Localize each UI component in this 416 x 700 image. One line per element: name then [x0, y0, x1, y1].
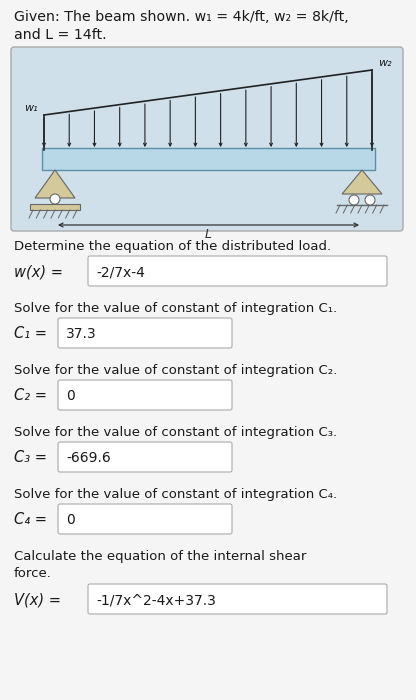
Text: V(x) =: V(x) =: [14, 592, 61, 608]
Text: Solve for the value of constant of integration C₄.: Solve for the value of constant of integ…: [14, 488, 337, 501]
Text: Determine the equation of the distributed load.: Determine the equation of the distribute…: [14, 240, 331, 253]
Circle shape: [365, 195, 375, 205]
Bar: [42, 148, 375, 170]
Text: 0: 0: [66, 513, 75, 527]
Text: w₂: w₂: [378, 58, 391, 68]
Text: L: L: [205, 228, 212, 241]
Text: w(x) =: w(x) =: [14, 265, 63, 279]
Text: -1/7x^2-4x+37.3: -1/7x^2-4x+37.3: [96, 593, 216, 607]
FancyBboxPatch shape: [88, 256, 387, 286]
Text: w₁: w₁: [24, 103, 37, 113]
Circle shape: [349, 195, 359, 205]
Text: 37.3: 37.3: [66, 327, 97, 341]
FancyBboxPatch shape: [58, 442, 232, 472]
Text: C₄ =: C₄ =: [14, 512, 47, 528]
Text: C₂ =: C₂ =: [14, 389, 47, 403]
Text: Given: The beam shown. w₁ = 4k/ft, w₂ = 8k/ft,: Given: The beam shown. w₁ = 4k/ft, w₂ = …: [14, 10, 349, 24]
Circle shape: [50, 194, 60, 204]
Bar: [30, 204, 80, 210]
Text: force.: force.: [14, 567, 52, 580]
Text: C₁ =: C₁ =: [14, 326, 47, 342]
Text: Calculate the equation of the internal shear: Calculate the equation of the internal s…: [14, 550, 306, 563]
FancyBboxPatch shape: [58, 380, 232, 410]
Text: Solve for the value of constant of integration C₂.: Solve for the value of constant of integ…: [14, 364, 337, 377]
Text: 0: 0: [66, 389, 75, 403]
FancyBboxPatch shape: [58, 504, 232, 534]
Polygon shape: [35, 170, 75, 198]
FancyBboxPatch shape: [88, 584, 387, 614]
Text: and L = 14ft.: and L = 14ft.: [14, 28, 106, 42]
Text: -669.6: -669.6: [66, 451, 111, 465]
Polygon shape: [342, 170, 382, 194]
Text: Solve for the value of constant of integration C₃.: Solve for the value of constant of integ…: [14, 426, 337, 439]
Text: C₃ =: C₃ =: [14, 451, 47, 466]
Text: Solve for the value of constant of integration C₁.: Solve for the value of constant of integ…: [14, 302, 337, 315]
Text: -2/7x-4: -2/7x-4: [96, 265, 145, 279]
FancyBboxPatch shape: [11, 47, 403, 231]
FancyBboxPatch shape: [58, 318, 232, 348]
